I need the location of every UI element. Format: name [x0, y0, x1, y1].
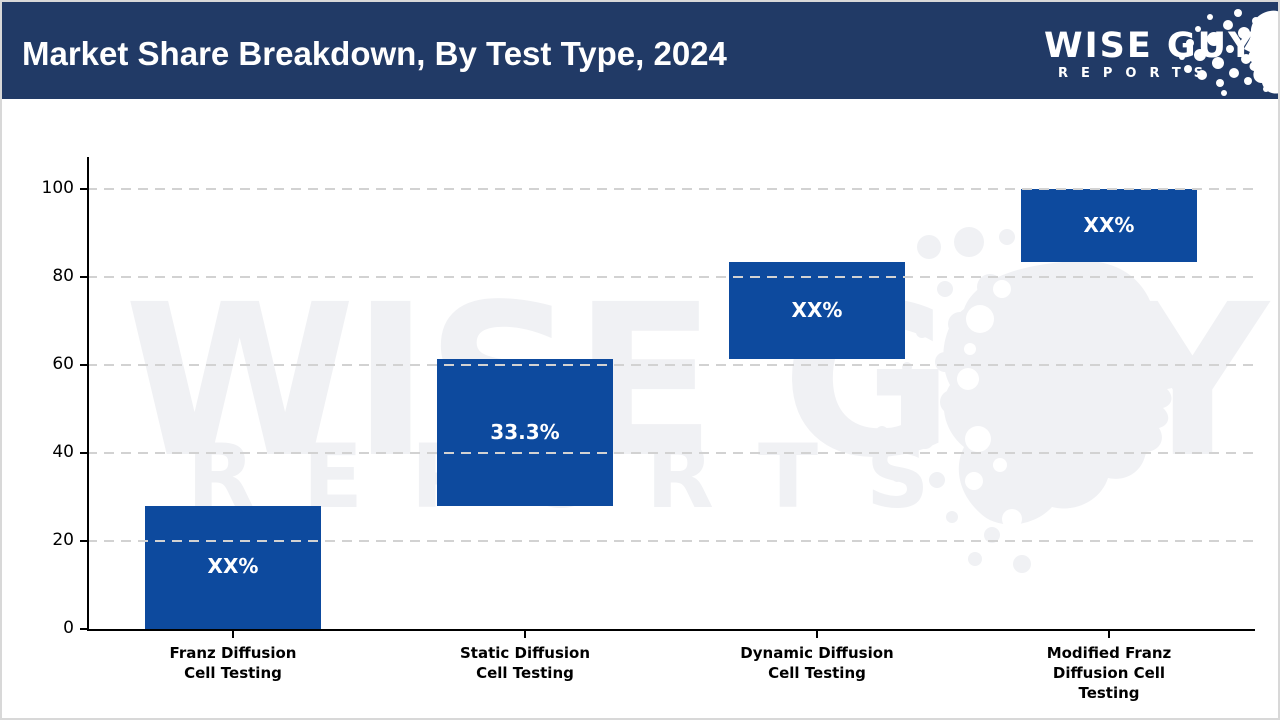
header-bar: Market Share Breakdown, By Test Type, 20… — [2, 2, 1278, 99]
gridline — [87, 276, 1255, 278]
bar-segment — [437, 359, 613, 506]
bar-value-label: XX% — [791, 297, 843, 322]
x-axis-line — [87, 629, 1255, 631]
x-category-label: Dynamic Diffusion Cell Testing — [740, 644, 894, 682]
x-category-label: Franz Diffusion Cell Testing — [169, 644, 297, 682]
x-axis-tick — [232, 631, 234, 638]
x-axis-tick — [524, 631, 526, 638]
x-axis-tick — [1108, 631, 1110, 638]
gridline — [87, 452, 1255, 454]
gridline — [87, 540, 1255, 542]
y-axis-tick — [80, 628, 87, 630]
bar-segment — [729, 262, 905, 360]
y-axis-tick — [80, 364, 87, 366]
y-axis-tick — [80, 540, 87, 542]
x-axis-tick — [816, 631, 818, 638]
bar-value-label: XX% — [207, 554, 259, 579]
bar-segment — [1021, 189, 1197, 263]
x-category-label: Modified Franz Diffusion Cell Testing — [1046, 644, 1172, 702]
y-axis-tick — [80, 188, 87, 190]
gridline — [87, 364, 1255, 366]
chart-title: Market Share Breakdown, By Test Type, 20… — [22, 35, 727, 72]
y-tick-label: 40 — [52, 442, 74, 462]
y-axis-line — [87, 157, 89, 631]
x-category-label: Static Diffusion Cell Testing — [460, 644, 590, 682]
gridline — [87, 188, 1255, 190]
bar-value-label: 33.3% — [490, 419, 560, 444]
y-axis-tick — [80, 452, 87, 454]
bar-segment — [145, 505, 321, 629]
y-tick-label: 80 — [52, 266, 74, 286]
bar-value-label: XX% — [1083, 212, 1135, 237]
watermark-head-icon — [876, 219, 1179, 573]
chart-area: WISE GUY REPORTS XX%33.3%XX%XX%020406080… — [2, 99, 1278, 718]
y-tick-label: 100 — [41, 178, 74, 198]
y-tick-label: 60 — [52, 354, 74, 374]
y-axis-tick — [80, 276, 87, 278]
y-tick-label: 0 — [63, 618, 74, 638]
y-tick-label: 20 — [52, 530, 74, 550]
logo-head-icon — [1179, 9, 1278, 96]
logo-subtext: REPORTS — [1058, 66, 1217, 81]
